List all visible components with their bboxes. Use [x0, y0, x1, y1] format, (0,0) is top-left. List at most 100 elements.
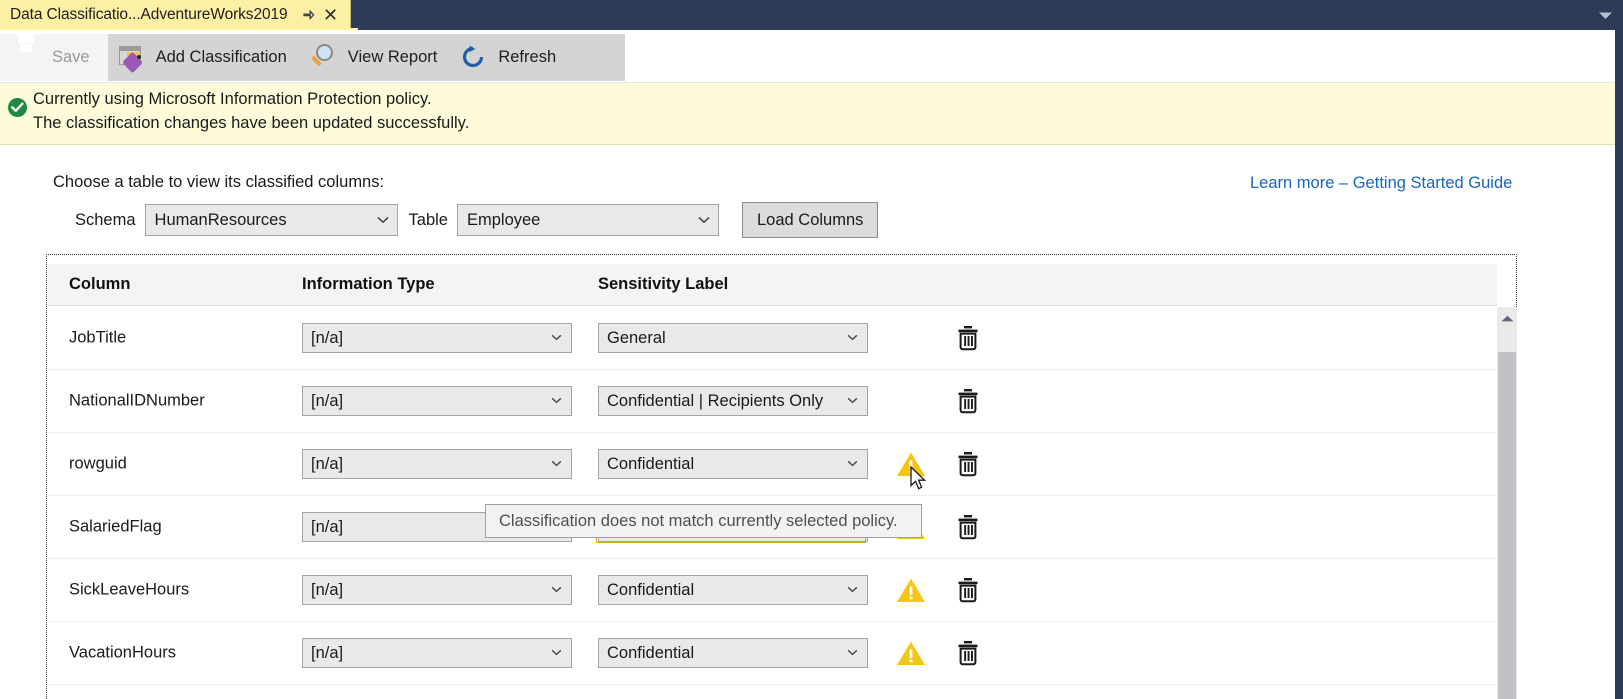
row-column-name: SalariedFlag — [69, 517, 162, 536]
table-select-value: Employee — [466, 210, 541, 229]
header-sensitivity-label: Sensitivity Label — [598, 275, 729, 293]
delete-classification-button[interactable] — [956, 640, 980, 666]
document-tab[interactable]: Data Classificatio...AdventureWorks2019 … — [0, 0, 351, 30]
columns-grid: Column Information Type Sensitivity Labe… — [46, 254, 1517, 699]
save-button[interactable]: Save — [0, 34, 108, 81]
chevron-down-icon — [847, 649, 859, 657]
delete-classification-button[interactable] — [956, 451, 980, 477]
information-type-select[interactable]: [n/a] — [302, 386, 572, 416]
chevron-down-icon[interactable] — [1597, 8, 1613, 22]
sensitivity-label-select[interactable]: Confidential — [598, 575, 868, 605]
row-column-name: rowguid — [69, 454, 127, 473]
schema-select[interactable]: HumanResources — [144, 204, 398, 236]
add-classification-button[interactable]: Add Classification — [108, 34, 300, 81]
chevron-down-icon — [847, 460, 859, 468]
tooltip-text: Classification does not match currently … — [499, 511, 898, 530]
information-type-select[interactable]: [n/a] — [302, 575, 572, 605]
table-row: JobTitle [n/a] General — [48, 307, 1497, 370]
choose-table-prompt: Choose a table to view its classified co… — [53, 173, 385, 191]
sensitivity-label-value: Confidential | Recipients Only — [607, 391, 824, 410]
status-line-update: The classification changes have been upd… — [33, 114, 470, 132]
table-label: Table — [408, 210, 448, 229]
header-column: Column — [69, 275, 131, 293]
row-column-name: VacationHours — [69, 643, 177, 662]
title-bar: Data Classificatio...AdventureWorks2019 … — [0, 0, 1623, 30]
row-column-name: NationalIDNumber — [69, 391, 205, 410]
refresh-label: Refresh — [498, 48, 557, 66]
information-type-select[interactable]: [n/a] — [302, 449, 572, 479]
schema-label: Schema — [75, 210, 136, 229]
policy-mismatch-warning-icon[interactable] — [896, 577, 926, 604]
chevron-down-icon — [376, 216, 389, 224]
chevron-down-icon — [551, 334, 563, 342]
main-content: Choose a table to view its classified co… — [0, 146, 1623, 699]
scrollbar-thumb[interactable] — [1498, 352, 1516, 699]
sensitivity-label-select[interactable]: Confidential | Recipients Only — [598, 386, 868, 416]
success-check-icon — [8, 98, 27, 117]
save-floppy-icon — [14, 44, 42, 72]
status-info-bar: Currently using Microsoft Information Pr… — [0, 83, 1623, 145]
policy-mismatch-tooltip: Classification does not match currently … — [485, 504, 922, 538]
toolbar: Save Add Classification View Report — [0, 30, 1623, 83]
view-report-label: View Report — [347, 48, 438, 66]
save-button-label: Save — [52, 48, 90, 66]
load-columns-button[interactable]: Load Columns — [741, 202, 879, 238]
chevron-down-icon — [551, 649, 563, 657]
sensitivity-label-value: Confidential — [607, 580, 695, 599]
row-column-name: JobTitle — [69, 328, 127, 347]
grid-header-row: Column Information Type Sensitivity Labe… — [48, 264, 1497, 306]
add-classification-label: Add Classification — [155, 48, 287, 66]
table-selector-row: Schema HumanResources Table Employee Loa… — [0, 202, 879, 238]
policy-mismatch-warning-icon[interactable] — [896, 451, 926, 478]
view-report-button[interactable]: View Report — [300, 34, 451, 81]
table-select[interactable]: Employee — [456, 204, 719, 236]
sensitivity-label-value: Confidential — [607, 643, 695, 662]
information-type-value: [n/a] — [311, 643, 344, 662]
chevron-down-icon — [698, 216, 710, 224]
policy-mismatch-warning-icon[interactable] — [896, 640, 926, 667]
learn-more-link[interactable]: Learn more – Getting Started Guide — [1250, 174, 1513, 192]
search-magnifier-icon — [310, 43, 338, 72]
chevron-down-icon — [847, 397, 859, 405]
pin-icon[interactable] — [298, 2, 320, 28]
table-row: VacationHours [n/a] Confidential — [48, 622, 1497, 685]
chevron-down-icon — [847, 334, 859, 342]
delete-classification-button[interactable] — [956, 577, 980, 603]
sensitivity-label-select[interactable]: Confidential — [598, 638, 868, 668]
sensitivity-label-value: Confidential — [607, 454, 695, 473]
sensitivity-label-select[interactable]: General — [598, 323, 868, 353]
sensitivity-label-select[interactable]: Confidential — [598, 449, 868, 479]
information-type-value: [n/a] — [311, 517, 344, 536]
scroll-up-arrow-icon[interactable] — [1497, 307, 1517, 327]
delete-classification-button[interactable] — [956, 388, 980, 414]
add-classification-icon — [118, 44, 146, 73]
refresh-icon — [460, 44, 488, 72]
information-type-select[interactable]: [n/a] — [302, 638, 572, 668]
information-type-select[interactable]: [n/a] — [302, 323, 572, 353]
tab-underline — [0, 28, 358, 30]
table-row: SickLeaveHours [n/a] Confidential — [48, 559, 1497, 622]
tab-title: Data Classificatio...AdventureWorks2019 — [10, 6, 288, 23]
information-type-value: [n/a] — [311, 328, 344, 347]
grid-rows: JobTitle [n/a] General NationalIDNumber [n/a… — [48, 307, 1497, 699]
chevron-down-icon — [551, 586, 563, 594]
table-row: NationalIDNumber [n/a] Confidential | Reci… — [48, 370, 1497, 433]
chevron-down-icon — [847, 586, 859, 594]
delete-classification-button[interactable] — [956, 514, 980, 540]
sensitivity-label-value: General — [607, 328, 666, 347]
window-right-border — [1615, 0, 1623, 699]
information-type-value: [n/a] — [311, 454, 344, 473]
information-type-value: [n/a] — [311, 580, 344, 599]
close-icon[interactable]: ✕ — [322, 5, 339, 25]
schema-select-value: HumanResources — [154, 210, 287, 229]
status-line-policy: Currently using Microsoft Information Pr… — [33, 90, 432, 108]
refresh-button[interactable]: Refresh — [450, 34, 569, 81]
grid-vertical-scrollbar[interactable] — [1497, 307, 1517, 699]
row-column-name: SickLeaveHours — [69, 580, 190, 599]
chevron-down-icon — [551, 460, 563, 468]
delete-classification-button[interactable] — [956, 325, 980, 351]
chevron-down-icon — [551, 397, 563, 405]
information-type-value: [n/a] — [311, 391, 344, 410]
header-information-type: Information Type — [302, 275, 435, 293]
